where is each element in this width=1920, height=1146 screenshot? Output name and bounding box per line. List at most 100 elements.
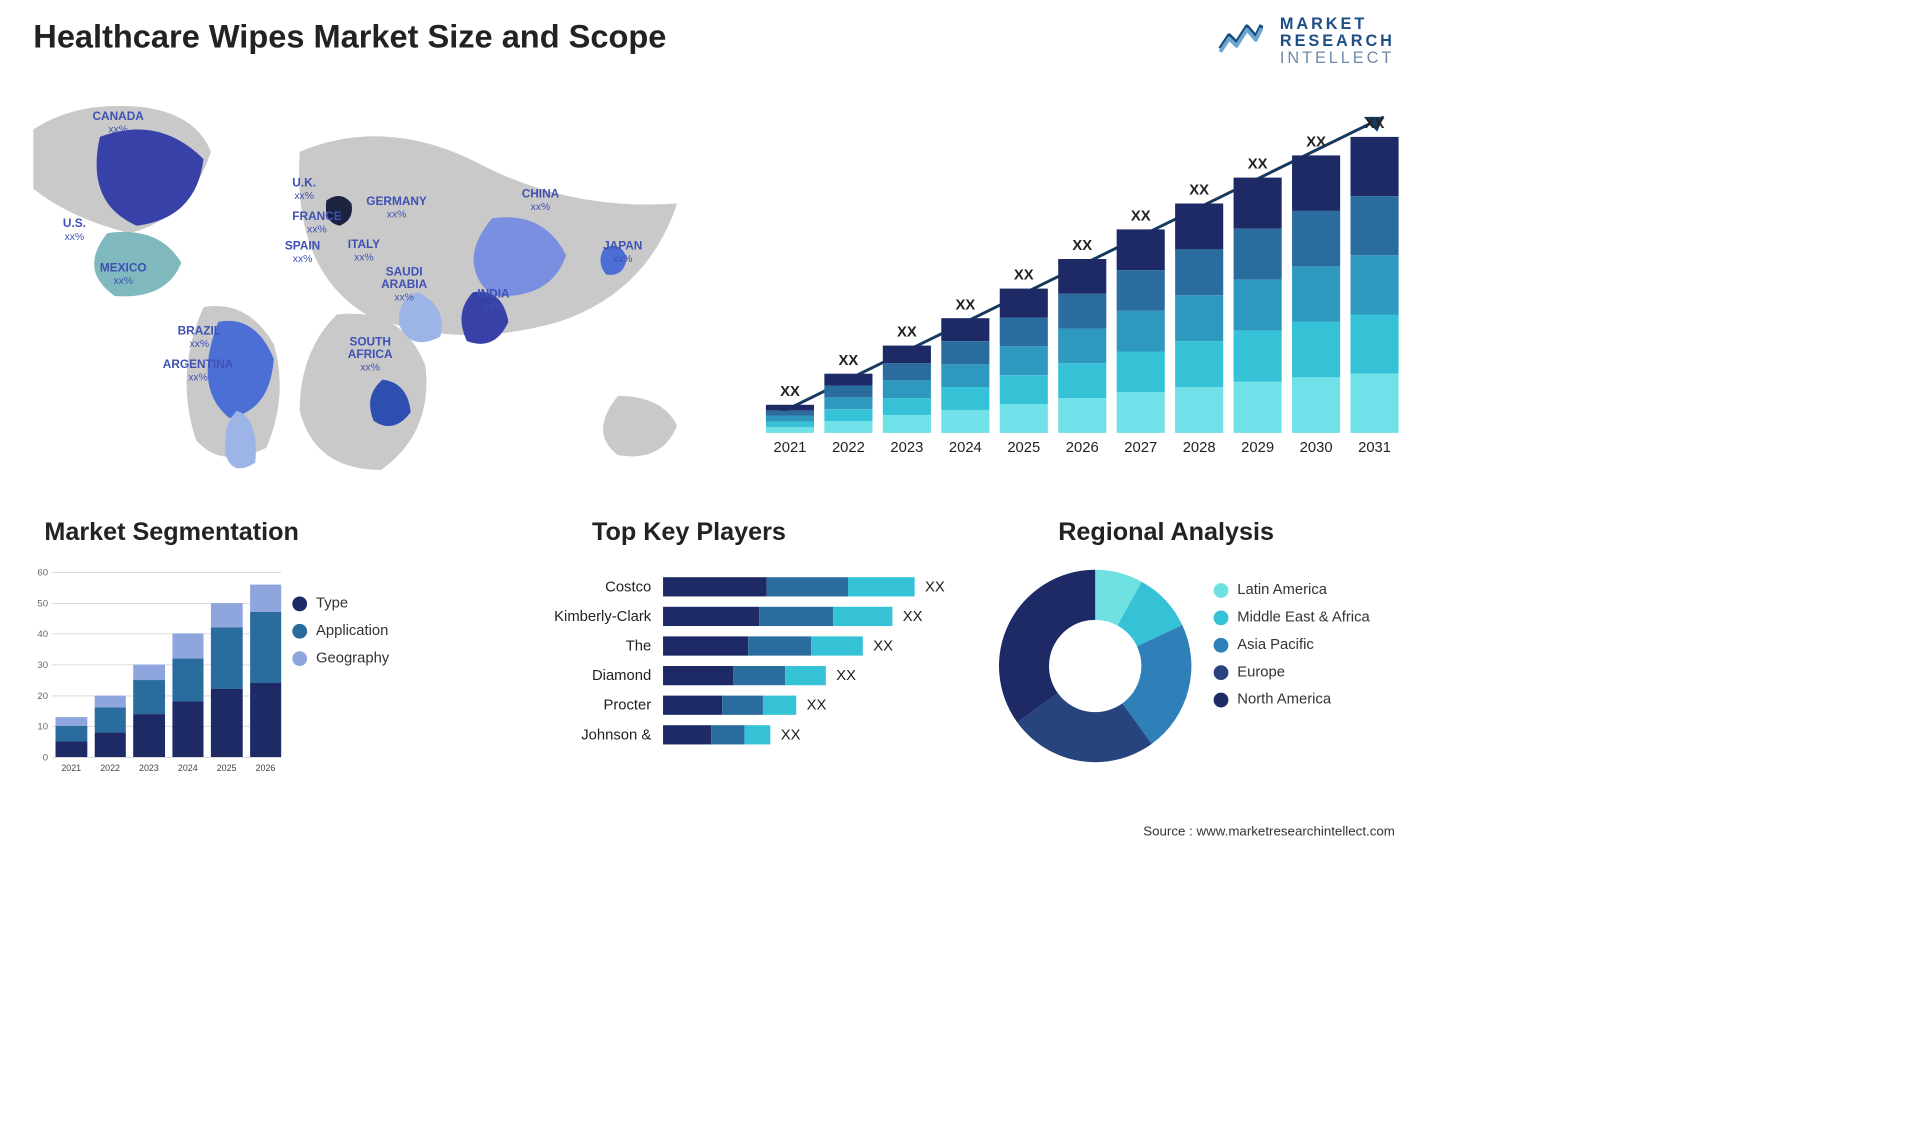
legend-label: Geography [316, 650, 389, 667]
bar-segment [824, 374, 872, 386]
segmentation-segment [94, 732, 125, 757]
bar-year-label: 2024 [949, 440, 982, 457]
y-axis-label: 0 [30, 751, 49, 762]
bar-segment [883, 398, 931, 415]
bar-value-label: XX [780, 383, 800, 400]
segmentation-segment [94, 708, 125, 733]
segmentation-segment [250, 612, 281, 683]
growth-bar: XX2024 [941, 297, 989, 433]
key-player-value: XX [807, 697, 827, 714]
key-players-title: Top Key Players [592, 518, 786, 547]
x-axis-label: 2021 [61, 763, 81, 773]
bar-segment [941, 387, 989, 410]
bar-year-label: 2023 [890, 440, 923, 457]
segmentation-segment [133, 665, 164, 680]
growth-bar: XX2023 [883, 324, 931, 433]
y-axis-label: 50 [30, 597, 49, 608]
map-label: ARGENTINAxx% [163, 359, 233, 382]
bar-segment [1117, 311, 1165, 352]
key-player-segment [748, 636, 811, 655]
segmentation-segment [172, 702, 203, 758]
bar-segment [1058, 294, 1106, 329]
regional-donut [992, 562, 1199, 769]
map-label: BRAZILxx% [178, 326, 221, 349]
key-players-chart: CostcoXXKimberly-ClarkXXTheXXDiamondXXPr… [496, 570, 955, 752]
source-label: Source : [1143, 824, 1196, 839]
bar-value-label: XX [955, 297, 975, 314]
key-player-segment [663, 636, 748, 655]
map-label: SAUDIARABIAxx% [381, 266, 427, 302]
key-player-row: Johnson &XX [496, 722, 955, 747]
growth-bar: XX2026 [1058, 238, 1106, 433]
world-map-svg [19, 85, 715, 499]
segmentation-segment [56, 726, 87, 741]
bar-year-label: 2027 [1124, 440, 1157, 457]
x-axis-label: 2025 [217, 763, 237, 773]
segmentation-segment [133, 680, 164, 714]
bar-segment [1175, 295, 1223, 341]
bar-segment [941, 318, 989, 341]
bar-segment [1292, 322, 1340, 378]
bar-value-label: XX [897, 324, 917, 341]
bar-value-label: XX [839, 352, 859, 369]
segmentation-segment [211, 689, 242, 757]
segmentation-legend: Type Application Geography [292, 585, 389, 678]
brand-logo: MARKET RESEARCH INTELLECT [1219, 15, 1395, 66]
legend-item: Europe [1214, 664, 1370, 681]
legend-item: Latin America [1214, 582, 1370, 599]
key-player-row: TheXX [496, 633, 955, 658]
bar-segment [883, 346, 931, 363]
segmentation-segment [56, 742, 87, 757]
gridline [52, 757, 281, 758]
bar-segment [1351, 137, 1399, 196]
segmentation-segment [172, 634, 203, 659]
key-player-segment [733, 666, 785, 685]
bar-value-label: XX [1072, 238, 1092, 255]
map-label: CHINAxx% [522, 189, 559, 212]
key-player-segment [833, 607, 892, 626]
bar-segment [766, 427, 814, 433]
key-player-row: DiamondXX [496, 663, 955, 688]
page-title: Healthcare Wipes Market Size and Scope [33, 19, 666, 56]
bar-segment [1058, 329, 1106, 364]
key-player-segment [759, 607, 833, 626]
bar-segment [1175, 341, 1223, 387]
bar-value-label: XX [1248, 156, 1268, 173]
key-player-segment [663, 666, 733, 685]
bar-segment [1175, 249, 1223, 295]
bar-year-label: 2022 [832, 440, 865, 457]
key-player-name: Kimberly-Clark [496, 608, 663, 625]
y-axis-label: 10 [30, 721, 49, 732]
x-axis-label: 2024 [178, 763, 198, 773]
bar-segment [1000, 317, 1048, 346]
legend-label: Latin America [1237, 582, 1327, 599]
growth-bar: XX2028 [1175, 182, 1223, 433]
segmentation-segment [250, 683, 281, 757]
bar-segment [1058, 259, 1106, 294]
legend-item: Type [292, 595, 389, 612]
bar-segment [1058, 398, 1106, 433]
key-player-segment [711, 725, 744, 744]
page-root: Healthcare Wipes Market Size and Scope M… [0, 0, 1421, 848]
legend-label: Application [316, 622, 388, 639]
key-player-segment [848, 577, 915, 596]
legend-item: North America [1214, 691, 1370, 708]
bar-segment [883, 381, 931, 398]
bar-segment [1234, 331, 1282, 382]
key-player-segment [663, 725, 711, 744]
legend-label: Europe [1237, 664, 1285, 681]
map-label: U.S.xx% [63, 218, 86, 241]
bar-year-label: 2026 [1066, 440, 1099, 457]
growth-bar: XX2031 [1351, 115, 1399, 432]
key-player-segment [663, 607, 759, 626]
segmentation-bar: 2025 [211, 603, 242, 757]
bar-segment [1000, 375, 1048, 404]
segmentation-segment [94, 695, 125, 707]
regional-legend: Latin AmericaMiddle East & AfricaAsia Pa… [1214, 571, 1370, 718]
growth-bar: XX2021 [766, 383, 814, 433]
segmentation-segment [211, 603, 242, 628]
map-label: ITALYxx% [348, 239, 380, 262]
segmentation-segment [211, 628, 242, 690]
bar-segment [1351, 255, 1399, 314]
legend-label: Asia Pacific [1237, 636, 1313, 653]
